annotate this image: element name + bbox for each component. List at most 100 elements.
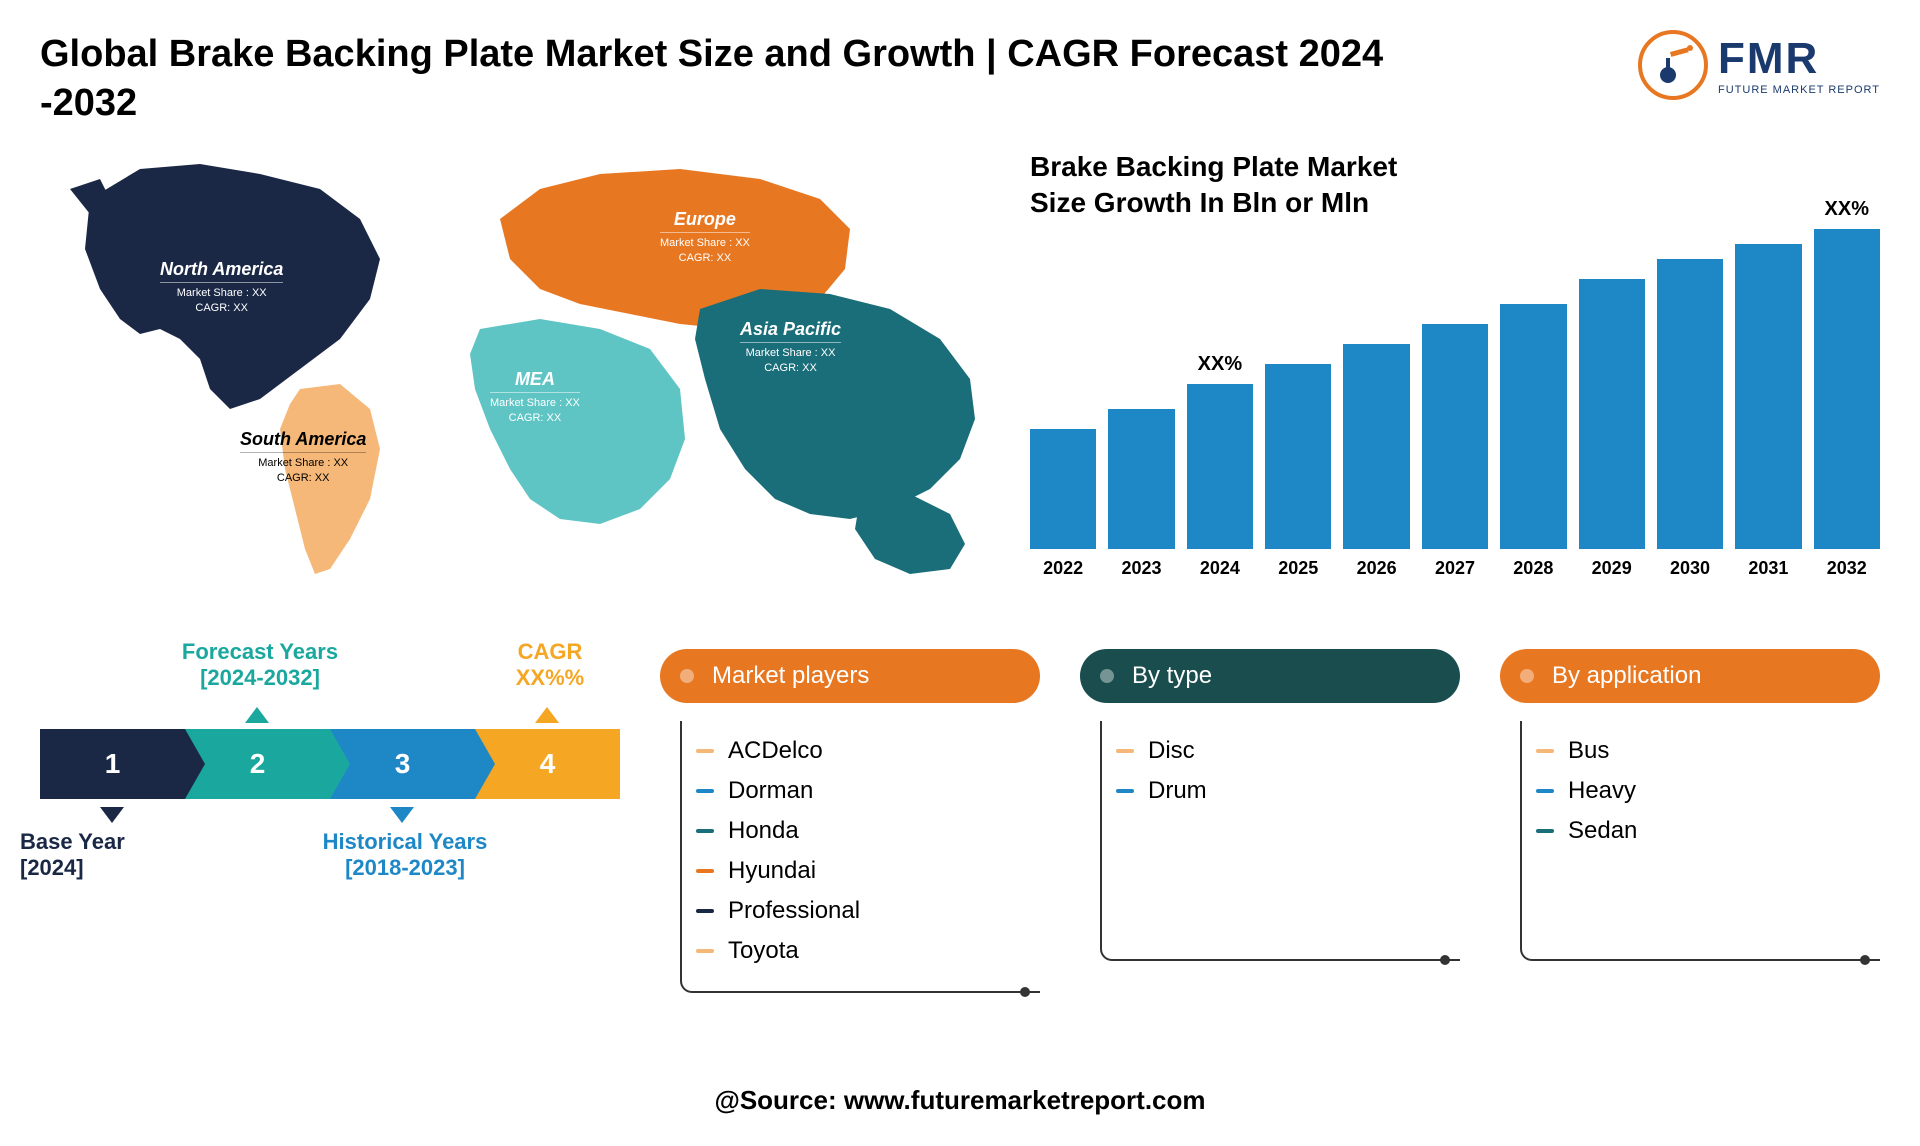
bar	[1265, 364, 1331, 549]
list-item-label: Sedan	[1568, 817, 1637, 845]
bar-year-label: 2028	[1513, 558, 1553, 579]
region-na-name: North America	[160, 259, 283, 283]
region-sa-name: South America	[240, 429, 366, 453]
bar	[1108, 409, 1174, 549]
list-item: Disc	[1102, 731, 1460, 771]
region-mea-share: Market Share : XX	[490, 396, 580, 411]
region-mea-cagr: CAGR: XX	[490, 411, 580, 426]
tl-hist-range: [2018-2023]	[315, 855, 495, 881]
bar-annotation: XX%	[1825, 198, 1869, 221]
timeline-seg-3: 3	[330, 729, 475, 799]
region-sa-share: Market Share : XX	[240, 456, 366, 471]
region-mea-name: MEA	[490, 369, 580, 393]
tl-base-title: Base Year	[20, 829, 200, 855]
tl-forecast-range: [2024-2032]	[170, 665, 350, 691]
bar-group: 2026	[1343, 344, 1409, 549]
list-item: Dorman	[682, 771, 1040, 811]
tick-icon	[696, 909, 714, 913]
bar	[1657, 259, 1723, 549]
region-eu-cagr: CAGR: XX	[660, 251, 750, 266]
tl-hist-title: Historical Years	[315, 829, 495, 855]
page-title: Global Brake Backing Plate Market Size a…	[40, 30, 1440, 129]
tick-icon	[696, 829, 714, 833]
type-header: By type	[1080, 649, 1460, 703]
bar-annotation: XX%	[1198, 353, 1242, 376]
list-item-label: Hyundai	[728, 857, 816, 885]
timeline-seg-2: 2	[185, 729, 330, 799]
logo-text-main: FMR	[1718, 34, 1880, 84]
tl-cagr-title: CAGR	[460, 639, 640, 665]
players-title: Market players	[712, 662, 869, 690]
bar-year-label: 2032	[1827, 558, 1867, 579]
bar-group: 2029	[1579, 279, 1645, 549]
tl-forecast-title: Forecast Years	[170, 639, 350, 665]
type-title: By type	[1132, 662, 1212, 690]
bar	[1500, 304, 1566, 549]
bar-group: 2031	[1735, 244, 1801, 549]
bar	[1422, 324, 1488, 549]
list-item: Drum	[1102, 771, 1460, 811]
bar-year-label: 2022	[1043, 558, 1083, 579]
list-item: Sedan	[1522, 811, 1880, 851]
tick-icon	[1116, 749, 1134, 753]
list-item-label: Dorman	[728, 777, 813, 805]
list-item: ACDelco	[682, 731, 1040, 771]
bar	[1030, 429, 1096, 549]
tick-icon	[696, 749, 714, 753]
list-item-label: Heavy	[1568, 777, 1636, 805]
bar-year-label: 2026	[1357, 558, 1397, 579]
list-item-label: Honda	[728, 817, 799, 845]
bar-group: 2028	[1500, 304, 1566, 549]
players-header: Market players	[660, 649, 1040, 703]
bar-year-label: 2027	[1435, 558, 1475, 579]
bar	[1187, 384, 1253, 549]
bar	[1343, 344, 1409, 549]
application-title: By application	[1552, 662, 1701, 690]
tick-icon	[1536, 749, 1554, 753]
by-application-section: By application Bus Heavy Sedan	[1500, 649, 1880, 961]
bar	[1579, 279, 1645, 549]
region-sa-cagr: CAGR: XX	[240, 471, 366, 486]
bar-group: 2024XX%	[1187, 384, 1253, 549]
timeline: Forecast Years [2024-2032] CAGR XX%% 1 2…	[40, 649, 620, 799]
region-ap-cagr: CAGR: XX	[740, 361, 841, 376]
region-ap-name: Asia Pacific	[740, 319, 841, 343]
bar	[1814, 229, 1880, 549]
bar-group: 2023	[1108, 409, 1174, 549]
source-text: @Source: www.futuremarketreport.com	[714, 1085, 1205, 1116]
list-item: Heavy	[1522, 771, 1880, 811]
bar-group: 2032XX%	[1814, 229, 1880, 549]
list-item-label: Toyota	[728, 937, 799, 965]
list-item: Bus	[1522, 731, 1880, 771]
region-eu-share: Market Share : XX	[660, 236, 750, 251]
market-players-section: Market players ACDelco Dorman Honda Hyundai…	[660, 649, 1040, 993]
region-ap-share: Market Share : XX	[740, 346, 841, 361]
timeline-seg-1: 1	[40, 729, 185, 799]
by-type-section: By type Disc Drum	[1080, 649, 1460, 961]
world-map: North America Market Share : XX CAGR: XX…	[40, 149, 1000, 589]
bar-year-label: 2025	[1278, 558, 1318, 579]
logo-icon	[1638, 30, 1708, 100]
logo: FMR FUTURE MARKET REPORT	[1638, 30, 1880, 100]
logo-text-sub: FUTURE MARKET REPORT	[1718, 84, 1880, 96]
tl-base-range: [2024]	[20, 855, 200, 881]
list-item: Hyundai	[682, 851, 1040, 891]
tick-icon	[696, 949, 714, 953]
bar-group: 2022	[1030, 429, 1096, 549]
bar-group: 2027	[1422, 324, 1488, 549]
bar-group: 2030	[1657, 259, 1723, 549]
bar	[1735, 244, 1801, 549]
bar-group: 2025	[1265, 364, 1331, 549]
bar-year-label: 2024	[1200, 558, 1240, 579]
bar-year-label: 2031	[1748, 558, 1788, 579]
region-na-cagr: CAGR: XX	[160, 301, 283, 316]
bar-year-label: 2023	[1122, 558, 1162, 579]
tick-icon	[1536, 789, 1554, 793]
list-item-label: Drum	[1148, 777, 1207, 805]
tick-icon	[1536, 829, 1554, 833]
bar-year-label: 2029	[1592, 558, 1632, 579]
growth-chart: Brake Backing Plate Market Size Growth I…	[1030, 149, 1880, 589]
timeline-seg-4: 4	[475, 729, 620, 799]
tl-cagr-range: XX%%	[460, 665, 640, 691]
region-eu-name: Europe	[660, 209, 750, 233]
